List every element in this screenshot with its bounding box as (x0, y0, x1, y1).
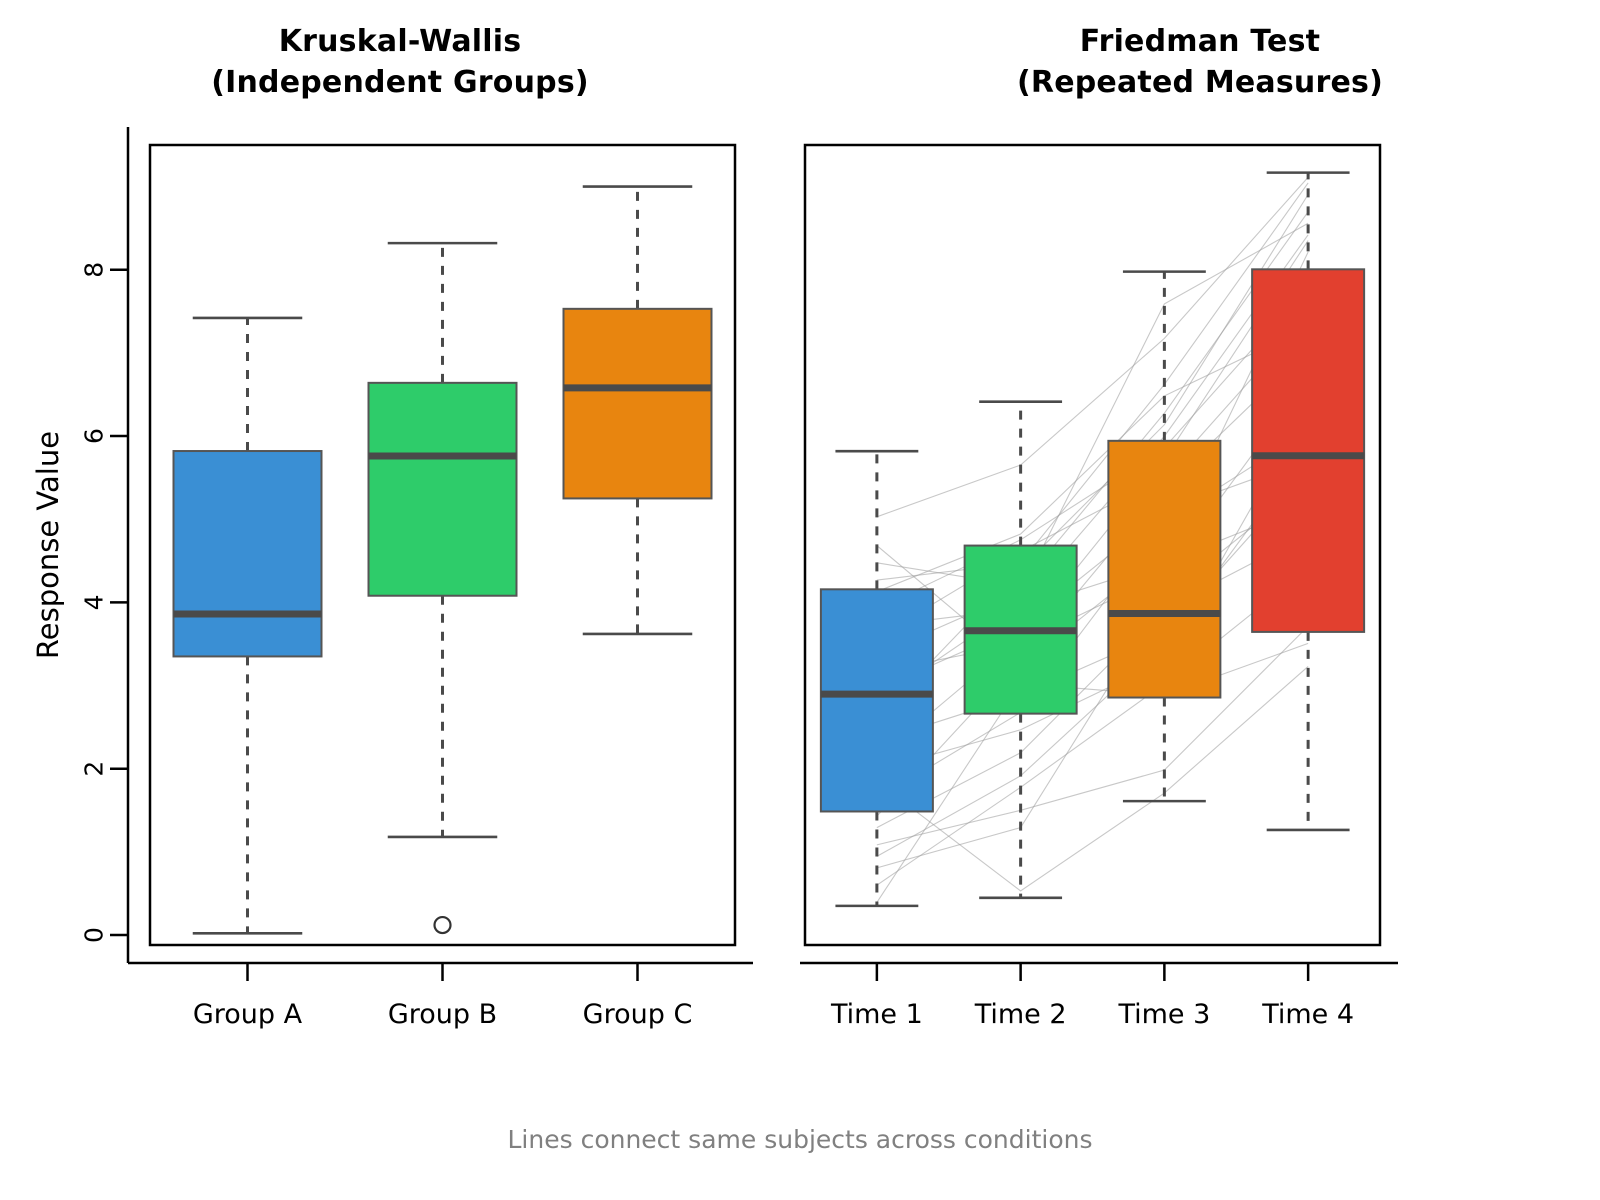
subject-line (876, 211, 1309, 587)
subject-line (876, 222, 1309, 656)
figure-caption: Lines connect same subjects across condi… (507, 1125, 1093, 1154)
subject-line (876, 314, 1309, 639)
subject-line (876, 666, 1309, 892)
subject-line (876, 407, 1309, 771)
subject-line (876, 504, 1309, 627)
box-1 (819, 588, 934, 813)
subject-line (876, 240, 1309, 759)
subject-line (876, 349, 1309, 817)
y-tick-label: 0 (80, 927, 109, 943)
subject-line (876, 458, 1309, 690)
subject-line (876, 378, 1309, 673)
subject-line (876, 642, 1309, 903)
box-2 (367, 381, 518, 597)
subject-line (876, 251, 1309, 668)
x-tick-label: Group B (388, 999, 497, 1030)
subject-line (876, 194, 1309, 719)
panel-container: Kruskal-Wallis (Independent Groups) 0 2 4 6… (0, 0, 1600, 1060)
plot-frame (803, 143, 1382, 947)
subject-line (876, 447, 1309, 857)
subject-line (876, 326, 1309, 593)
panel-title-left-line1: Kruskal-Wallis (278, 24, 522, 59)
box-3 (562, 307, 713, 500)
box-4 (1251, 268, 1366, 633)
x-tick-label: Time 1 (830, 999, 923, 1030)
subject-line (876, 176, 1309, 518)
subject-line (876, 533, 1309, 829)
outlier-point (433, 915, 452, 935)
y-tick-label: 4 (80, 594, 109, 610)
panel-title-right-line1: Friedman Test (1079, 24, 1321, 59)
y-tick-label: 6 (80, 428, 109, 444)
subject-line (876, 234, 1309, 702)
x-tick-label: Group C (583, 999, 693, 1030)
subject-line (876, 625, 1309, 846)
subject-line (876, 470, 1309, 742)
x-tick-label: Time 2 (974, 999, 1067, 1030)
panel-title-right-line2: (Repeated Measures) (1017, 64, 1383, 100)
subject-line (876, 182, 1309, 581)
y-tick-label: 2 (80, 761, 109, 777)
panel-friedman: Friedman Test (Repeated Measures) 234567… (800, 0, 1600, 1060)
x-tick-label: Group A (193, 999, 303, 1030)
y-tick-label: 8 (80, 262, 109, 278)
x-tick-label: Time 3 (1117, 999, 1210, 1030)
y-axis-title: Response Value (31, 431, 65, 659)
box-3 (1107, 439, 1222, 699)
subject-line (876, 430, 1309, 800)
box-1 (172, 450, 323, 658)
subject-line (876, 568, 1309, 886)
panel-title-left-line2: (Independent Groups) (211, 64, 589, 100)
subject-line (876, 481, 1309, 869)
subject-line (876, 286, 1309, 610)
panel-kruskal-wallis: Kruskal-Wallis (Independent Groups) 0 2 4 6… (0, 0, 800, 1060)
boxplot-left: 0 2 4 6 8 Response Value Group A Group B Group C (31, 127, 753, 1030)
panel-title-left: Kruskal-Wallis (Independent Groups) (0, 22, 800, 103)
panel-title-right: Friedman Test (Repeated Measures) (800, 22, 1600, 103)
x-tick-label: Time 4 (1261, 999, 1354, 1030)
plot-frame (148, 143, 737, 947)
